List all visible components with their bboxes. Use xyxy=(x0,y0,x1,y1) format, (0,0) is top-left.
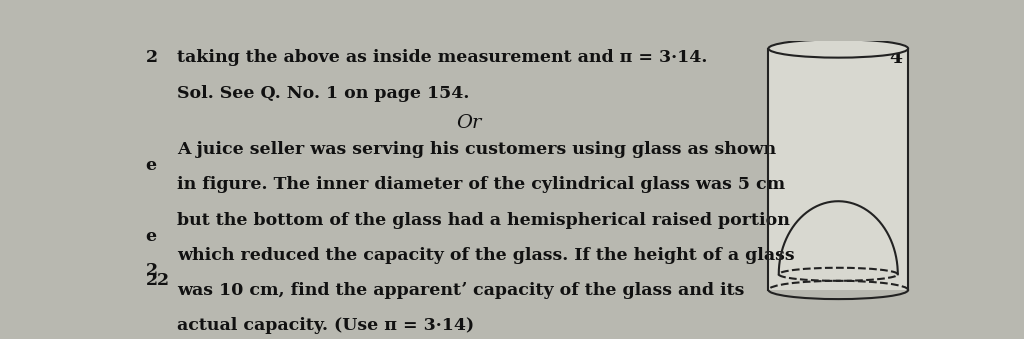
Text: in figure. The inner diameter of the cylindrical glass was 5 cm: in figure. The inner diameter of the cyl… xyxy=(177,176,785,194)
Text: Sol. See Q. No. 1 on page 154.: Sol. See Q. No. 1 on page 154. xyxy=(177,85,470,102)
Ellipse shape xyxy=(768,39,908,58)
Text: 2: 2 xyxy=(145,48,158,65)
Text: which reduced the capacity of the glass. If the height of a glass: which reduced the capacity of the glass.… xyxy=(177,247,795,264)
Text: taking the above as inside measurement and π = 3·14.: taking the above as inside measurement a… xyxy=(177,48,708,65)
Text: was 10 cm, find the apparentʼ capacity of the glass and its: was 10 cm, find the apparentʼ capacity o… xyxy=(177,282,744,299)
Text: actual capacity. (Use π = 3·14): actual capacity. (Use π = 3·14) xyxy=(177,317,474,334)
Text: e: e xyxy=(145,228,157,245)
Text: e: e xyxy=(145,158,157,175)
Text: 22: 22 xyxy=(145,272,169,289)
Text: A juice seller was serving his customers using glass as shown: A juice seller was serving his customers… xyxy=(177,141,776,158)
Text: 2: 2 xyxy=(145,262,158,279)
Text: but the bottom of the glass had a hemispherical raised portion: but the bottom of the glass had a hemisp… xyxy=(177,212,791,228)
Text: Or: Or xyxy=(457,114,482,132)
Text: 4: 4 xyxy=(889,48,902,66)
Polygon shape xyxy=(768,48,908,290)
